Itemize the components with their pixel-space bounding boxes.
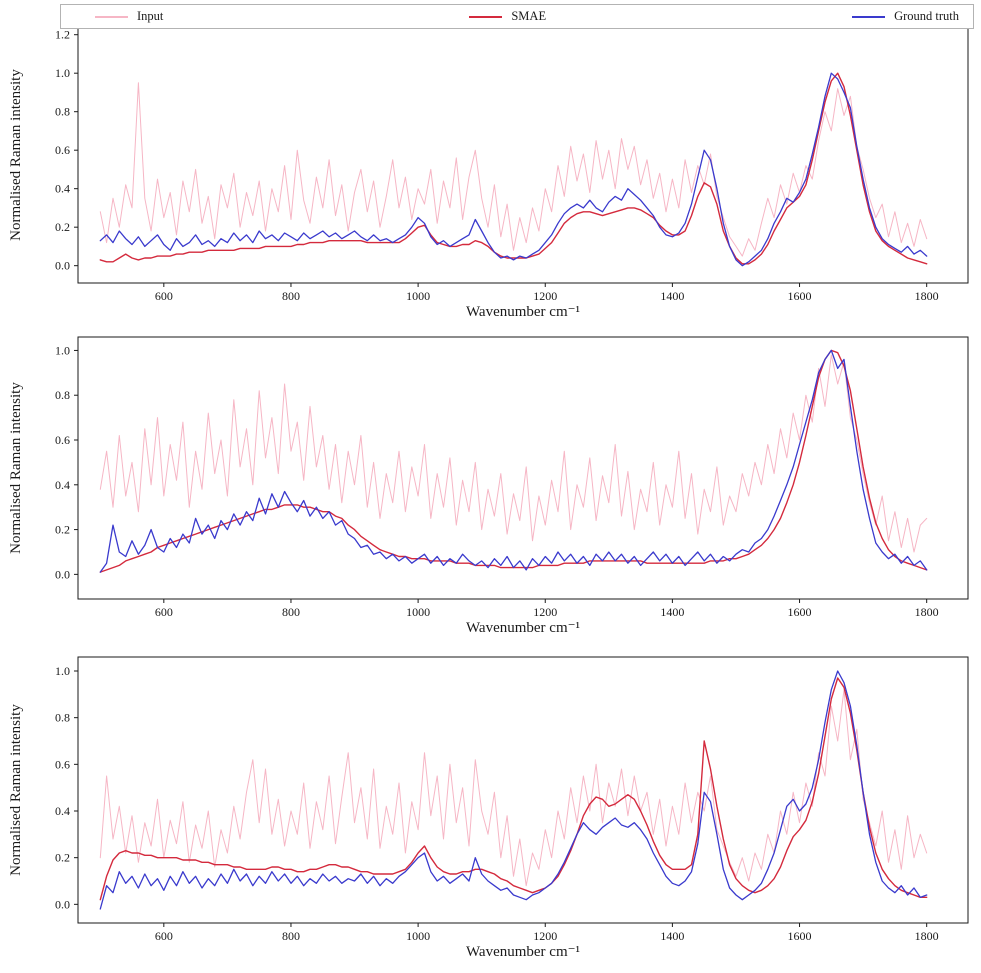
x-tick-label: 1800 — [915, 929, 939, 943]
y-tick-label: 0.2 — [55, 523, 70, 537]
x-tick-label: 1600 — [788, 605, 812, 619]
x-tick-label: 1400 — [660, 929, 684, 943]
y-tick-label: 0.4 — [55, 478, 70, 492]
x-tick-label: 1600 — [788, 929, 812, 943]
y-tick-label: 0.2 — [55, 220, 70, 234]
plot-area — [99, 349, 928, 573]
x-tick-label: 600 — [155, 929, 173, 943]
series-ground-truth — [99, 670, 928, 910]
y-tick-label: 0.8 — [55, 105, 70, 119]
y-tick-label: 0.6 — [55, 757, 70, 771]
y-tick-label: 0.0 — [55, 259, 70, 273]
x-tick-label: 1200 — [533, 929, 557, 943]
subplot-1: 600 800 1000 1200 1400 1600 1800 0.0 0.2 0.4 0.6 0.… — [8, 26, 969, 320]
x-tick-label: 800 — [282, 289, 300, 303]
series-input — [99, 82, 928, 257]
subplot-3: 600 800 1000 1200 1400 1600 1800 0.0 0.2 0.4 0.6 0.… — [8, 656, 969, 960]
y-axis-label: Normalised Raman intensity — [8, 704, 24, 876]
y-tick-label: 0.6 — [55, 433, 70, 447]
x-tick-label: 600 — [155, 605, 173, 619]
x-tick-label: 1200 — [533, 289, 557, 303]
x-axis-label: Wavenumber cm⁻¹ — [466, 944, 580, 960]
plot-area — [99, 670, 928, 910]
legend-label-smae: SMAE — [511, 9, 547, 24]
series-input — [99, 354, 928, 553]
x-axis-label: Wavenumber cm⁻¹ — [466, 620, 580, 636]
series-input — [99, 689, 928, 887]
axes-spines — [77, 336, 969, 600]
y-tick-label: 0.0 — [55, 897, 70, 911]
ground-truth-line-swatch — [852, 15, 886, 18]
x-tick-label: 1000 — [406, 929, 430, 943]
x-axis-label: Wavenumber cm⁻¹ — [466, 304, 580, 320]
y-tick-label: 0.4 — [55, 804, 70, 818]
series-ground-truth — [99, 349, 928, 573]
axes-spines — [77, 656, 969, 924]
legend: Input SMAE Ground truth — [60, 4, 974, 29]
x-tick-label: 1000 — [406, 289, 430, 303]
series-smae — [99, 349, 928, 573]
y-tick-label: 1.0 — [55, 664, 70, 678]
x-tick-label: 1200 — [533, 605, 557, 619]
legend-item-ground-truth: Ground truth — [852, 10, 959, 23]
y-tick-label: 0.8 — [55, 388, 70, 402]
series-smae — [99, 72, 928, 265]
y-axis-label: Normalised Raman intensity — [8, 69, 24, 241]
input-line-swatch — [95, 15, 128, 18]
legend-label-input: Input — [137, 9, 164, 24]
legend-item-input: Input — [95, 10, 163, 23]
y-tick-label: 0.4 — [55, 182, 70, 196]
legend-item-smae: SMAE — [469, 10, 546, 23]
legend-label-ground-truth: Ground truth — [894, 9, 959, 24]
y-tick-label: 0.8 — [55, 711, 70, 725]
y-tick-label: 0.2 — [55, 851, 70, 865]
y-tick-label: 1.2 — [55, 28, 70, 42]
series-ground-truth — [99, 72, 928, 267]
x-tick-label: 1800 — [915, 289, 939, 303]
x-tick-label: 800 — [282, 929, 300, 943]
plot-area — [99, 72, 928, 267]
axes-spines — [77, 26, 969, 284]
x-tick-label: 1400 — [660, 289, 684, 303]
y-axis-label: Normalised Raman intensity — [8, 382, 24, 554]
smae-line-swatch — [469, 15, 503, 18]
y-tick-label: 0.0 — [55, 567, 70, 581]
x-tick-label: 800 — [282, 605, 300, 619]
x-tick-label: 1800 — [915, 605, 939, 619]
y-tick-label: 0.6 — [55, 143, 70, 157]
x-tick-label: 1400 — [660, 605, 684, 619]
y-tick-label: 1.0 — [55, 343, 70, 357]
y-tick-label: 1.0 — [55, 66, 70, 80]
x-tick-label: 1600 — [788, 289, 812, 303]
x-tick-label: 600 — [155, 289, 173, 303]
series-smae — [99, 677, 928, 901]
subplot-2: 600 800 1000 1200 1400 1600 1800 0.0 0.2 0.4 0.6 0.… — [8, 336, 969, 636]
x-tick-label: 1000 — [406, 605, 430, 619]
